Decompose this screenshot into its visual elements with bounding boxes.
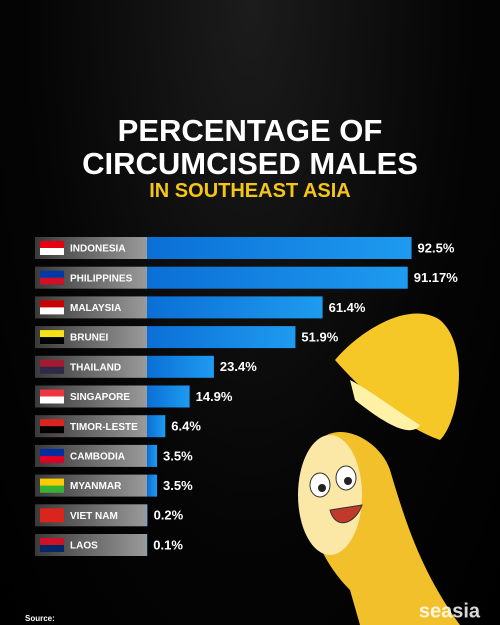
flag-stripe	[40, 426, 64, 434]
category-label: PHILIPPINES	[70, 273, 133, 284]
chart-subtitle: IN SOUTHEAST ASIA	[149, 180, 351, 202]
category-label: CAMBODIA	[70, 452, 125, 463]
flag-stripe	[40, 277, 64, 285]
value-label: 0.1%	[153, 537, 183, 552]
value-label: 51.9%	[301, 330, 338, 345]
value-label: 3.5%	[163, 478, 193, 493]
flag-stripe	[40, 485, 64, 493]
value-label: 23.4%	[220, 359, 257, 374]
value-label: 91.17%	[414, 270, 459, 285]
flag-stripe	[40, 515, 64, 523]
bar	[147, 237, 412, 259]
value-label: 14.9%	[196, 389, 233, 404]
category-label: LAOS	[70, 541, 98, 552]
value-label: 92.5%	[418, 240, 455, 255]
value-label: 3.5%	[163, 448, 193, 463]
watermark: seasia	[419, 600, 481, 622]
bar	[147, 444, 158, 467]
category-label: TIMOR-LESTE	[70, 422, 138, 433]
flag-stripe	[40, 307, 64, 315]
category-label: VIET NAM	[70, 511, 118, 522]
bar	[147, 296, 323, 319]
bar	[147, 385, 190, 408]
value-label: 61.4%	[329, 300, 366, 315]
chart-title: PERCENTAGE OF CIRCUMCISED MALES	[82, 113, 418, 181]
category-label: INDONESIA	[70, 244, 126, 255]
category-label: MALAYSIA	[70, 303, 121, 314]
source: Source:	[25, 614, 55, 623]
category-label: THAILAND	[70, 362, 121, 373]
category-label: BRUNEI	[70, 333, 109, 344]
bar	[147, 266, 408, 289]
bar	[147, 415, 166, 438]
banana-illustration	[298, 313, 460, 625]
value-label: 6.4%	[171, 419, 201, 434]
flag-stripe	[40, 337, 64, 345]
bar	[147, 504, 148, 527]
flag-stripe	[40, 396, 64, 404]
flag-stripe	[40, 545, 64, 552]
category-label: MYANMAR	[70, 481, 122, 492]
category-label: SINGAPORE	[70, 392, 130, 403]
flag-stripe	[40, 248, 64, 255]
bar	[147, 326, 296, 349]
value-label: 0.2%	[154, 508, 184, 523]
bar	[147, 474, 158, 497]
flag-stripe	[40, 455, 64, 463]
flag-stripe	[40, 366, 64, 374]
bar	[147, 355, 214, 378]
